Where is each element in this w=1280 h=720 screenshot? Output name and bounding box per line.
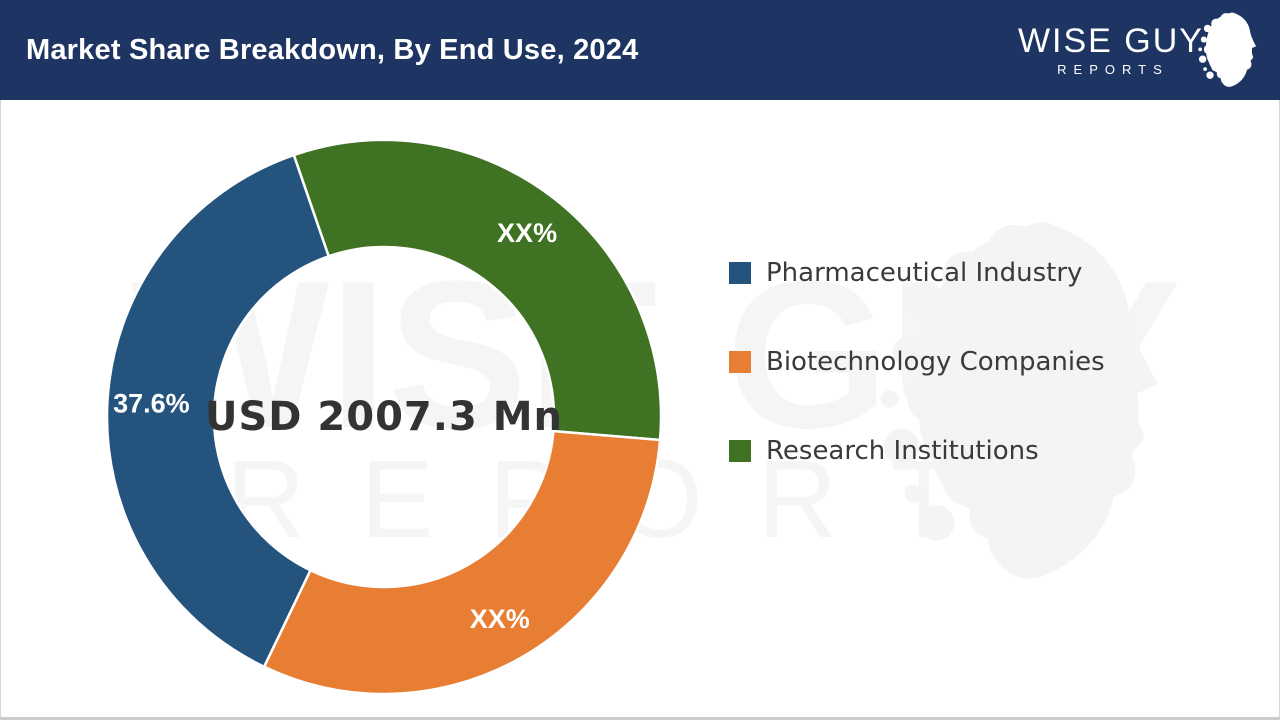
legend-swatch-blue [729, 262, 751, 284]
slice-label-research-institutions: XX% [497, 218, 557, 248]
legend-swatch-green [729, 440, 751, 462]
legend-item-research-institutions: Research Institutions [729, 436, 1105, 466]
legend-swatch-orange [729, 351, 751, 373]
slice-label-pharmaceutical-industry: 37.6% [113, 389, 190, 419]
slice-label-biotechnology-companies: XX% [470, 604, 530, 634]
legend-label: Pharmaceutical Industry [766, 258, 1083, 288]
logo-text: WISE GUY REPORTS [1018, 24, 1204, 77]
chart-area: WISE GUY REPORTS XX% XX% 37.6% USD 2007.3 … [0, 100, 1280, 720]
legend-label: Research Institutions [766, 436, 1039, 466]
slice-pharmaceutical-industry [105, 153, 330, 668]
page-title: Market Share Breakdown, By End Use, 2024 [26, 33, 639, 66]
logo-subtitle: REPORTS [1057, 61, 1169, 77]
legend-item-pharmaceutical-industry: Pharmaceutical Industry [729, 258, 1105, 288]
chart-center-value: USD 2007.3 Mn [205, 394, 563, 440]
logo-wordmark: WISE GUY [1017, 21, 1204, 60]
legend-label: Biotechnology Companies [766, 347, 1105, 377]
wise-guy-reports-logo: WISE GUY REPORTS [1018, 10, 1258, 90]
donut-chart: XX% XX% 37.6% [105, 138, 663, 696]
legend-item-biotechnology-companies: Biotechnology Companies [729, 347, 1105, 377]
slice-research-institutions [292, 138, 663, 442]
header-bar: Market Share Breakdown, By End Use, 2024… [0, 0, 1280, 100]
slice-biotechnology-companies [262, 429, 662, 696]
face-profile-icon [1194, 10, 1258, 90]
chart-legend: Pharmaceutical Industry Biotechnology Co… [729, 258, 1105, 525]
